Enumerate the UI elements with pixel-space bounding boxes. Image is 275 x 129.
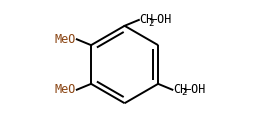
Text: —OH: —OH <box>150 13 171 26</box>
Text: 2: 2 <box>148 19 154 28</box>
Text: MeO: MeO <box>55 83 76 96</box>
Text: —OH: —OH <box>184 83 205 96</box>
Text: MeO: MeO <box>55 33 76 46</box>
Text: CH: CH <box>139 13 154 26</box>
Text: 2: 2 <box>182 88 187 97</box>
Text: CH: CH <box>173 83 187 96</box>
